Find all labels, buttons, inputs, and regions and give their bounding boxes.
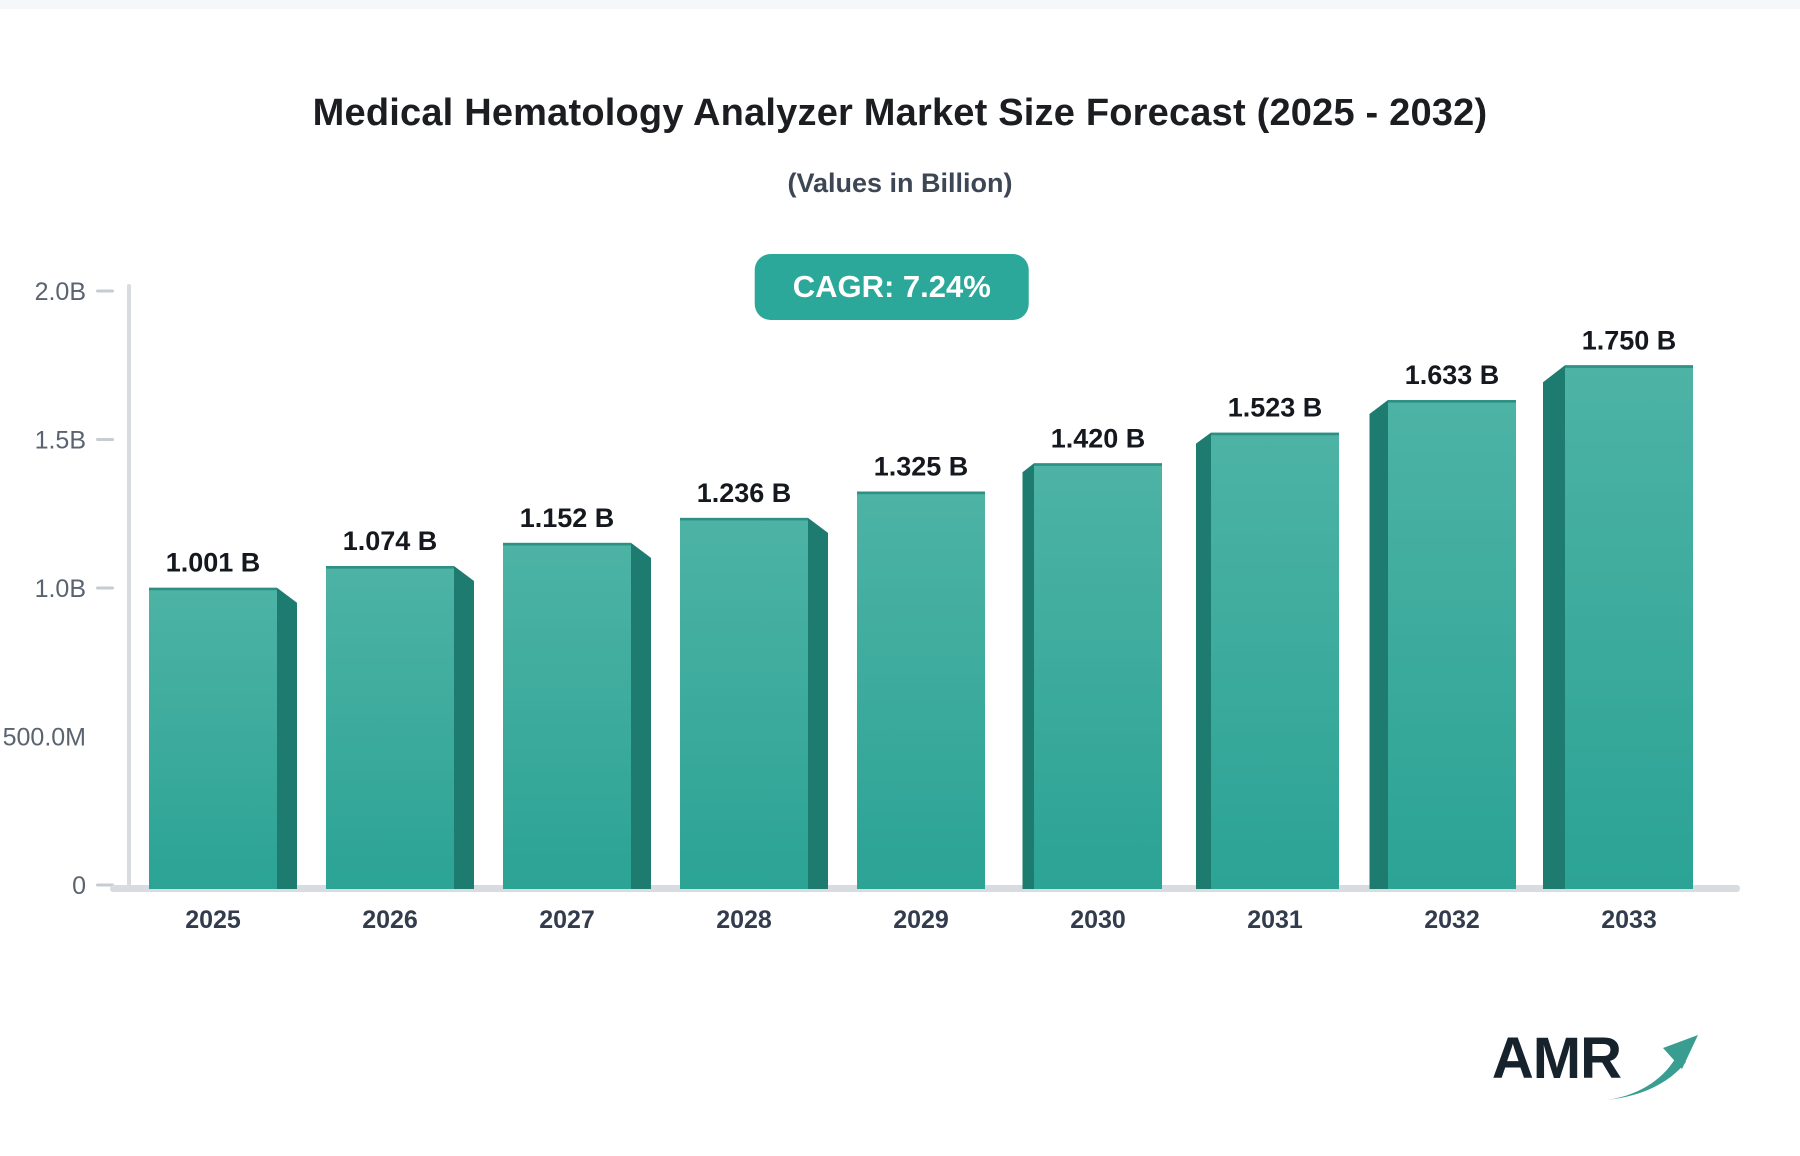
bar-side-face xyxy=(1543,365,1565,889)
y-axis-label: 1.5B xyxy=(35,427,86,455)
top-strip xyxy=(0,0,1800,9)
bar-value-label: 1.001 B xyxy=(166,548,261,578)
bar-2031[interactable] xyxy=(1211,432,1339,889)
bar-side-face xyxy=(1369,399,1388,889)
amr-logo-text: AMR xyxy=(1491,1026,1622,1091)
bar-value-label: 1.523 B xyxy=(1228,393,1323,423)
y-axis-line xyxy=(127,284,131,892)
bar-side-face xyxy=(1196,432,1211,889)
y-axis-label: 0 xyxy=(72,872,86,900)
bar-side-face xyxy=(808,517,828,889)
y-axis-label: 1.0B xyxy=(35,575,86,603)
bar-2025[interactable] xyxy=(149,587,277,889)
x-axis-label: 2032 xyxy=(1424,906,1480,934)
bar-2028[interactable] xyxy=(680,517,808,889)
x-axis-label: 2030 xyxy=(1070,906,1126,934)
x-axis-label: 2028 xyxy=(716,906,772,934)
x-axis-label: 2031 xyxy=(1247,906,1303,934)
bar-value-label: 1.420 B xyxy=(1051,423,1146,453)
x-axis-label: 2027 xyxy=(539,906,595,934)
x-axis-label: 2029 xyxy=(893,906,949,934)
growth-arrow-icon xyxy=(1607,1035,1698,1100)
bar-value-label: 1.750 B xyxy=(1582,325,1677,355)
x-axis-label: 2026 xyxy=(362,906,418,934)
y-axis-tick xyxy=(96,586,114,590)
bar-side-face xyxy=(1022,463,1034,889)
bar-value-label: 1.325 B xyxy=(874,451,969,481)
bar-side-face xyxy=(631,542,651,889)
x-axis-label: 2025 xyxy=(185,906,241,934)
chart-title: Medical Hematology Analyzer Market Size … xyxy=(312,92,1488,134)
bar-value-label: 1.152 B xyxy=(520,503,615,533)
bar-value-label: 1.633 B xyxy=(1405,360,1500,390)
chart-subtitle: (Values in Billion) xyxy=(787,168,1013,198)
bar-value-label: 1.074 B xyxy=(343,526,438,556)
bar-side-face xyxy=(277,587,297,889)
bar-value-label: 1.236 B xyxy=(697,478,792,508)
bar-2027[interactable] xyxy=(503,542,631,889)
y-axis-label: 500.0M xyxy=(3,724,86,752)
y-axis-label: 2.0B xyxy=(35,278,86,306)
cagr-badge: CAGR: 7.24% xyxy=(754,254,1029,320)
bar-2033[interactable] xyxy=(1565,365,1693,889)
y-axis-tick xyxy=(96,883,114,887)
bar-2026[interactable] xyxy=(326,566,454,889)
y-axis-tick xyxy=(96,289,114,293)
bar-side-face xyxy=(454,566,474,889)
x-axis-label: 2033 xyxy=(1601,906,1657,934)
amr-logo: AMR xyxy=(1492,1030,1705,1108)
bar-2030[interactable] xyxy=(1034,463,1162,889)
bar-2032[interactable] xyxy=(1388,399,1516,889)
bar-2029[interactable] xyxy=(857,491,985,889)
y-axis-tick xyxy=(96,438,114,441)
